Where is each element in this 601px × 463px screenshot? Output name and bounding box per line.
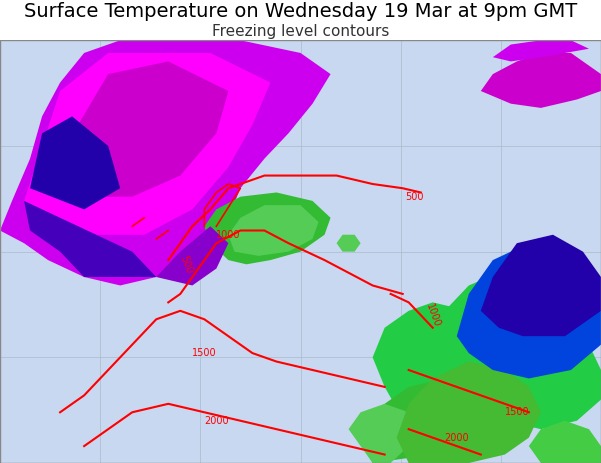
Text: 1500: 1500	[505, 407, 529, 417]
Polygon shape	[397, 362, 541, 463]
Polygon shape	[30, 116, 120, 209]
Text: 500: 500	[406, 192, 424, 202]
Polygon shape	[24, 53, 270, 235]
Text: 1000: 1000	[216, 230, 240, 240]
Polygon shape	[457, 243, 601, 378]
Polygon shape	[204, 193, 331, 264]
Text: Surface Temperature on Wednesday 19 Mar at 9pm GMT: Surface Temperature on Wednesday 19 Mar …	[24, 2, 577, 21]
Polygon shape	[24, 201, 156, 277]
Polygon shape	[156, 226, 228, 286]
Polygon shape	[373, 302, 529, 463]
Text: 500: 500	[178, 254, 194, 275]
Polygon shape	[433, 273, 601, 429]
Text: 1500: 1500	[192, 348, 216, 358]
Polygon shape	[60, 62, 228, 197]
Polygon shape	[0, 40, 331, 286]
Text: 2000: 2000	[445, 432, 469, 443]
Polygon shape	[481, 235, 601, 336]
Polygon shape	[349, 404, 421, 463]
Polygon shape	[228, 205, 319, 256]
Text: 1000: 1000	[424, 302, 442, 328]
Polygon shape	[481, 53, 601, 108]
Polygon shape	[337, 235, 361, 252]
Polygon shape	[493, 40, 589, 62]
Polygon shape	[529, 421, 601, 463]
Text: 2000: 2000	[204, 416, 228, 425]
Text: Freezing level contours: Freezing level contours	[212, 24, 389, 39]
Polygon shape	[361, 378, 481, 463]
